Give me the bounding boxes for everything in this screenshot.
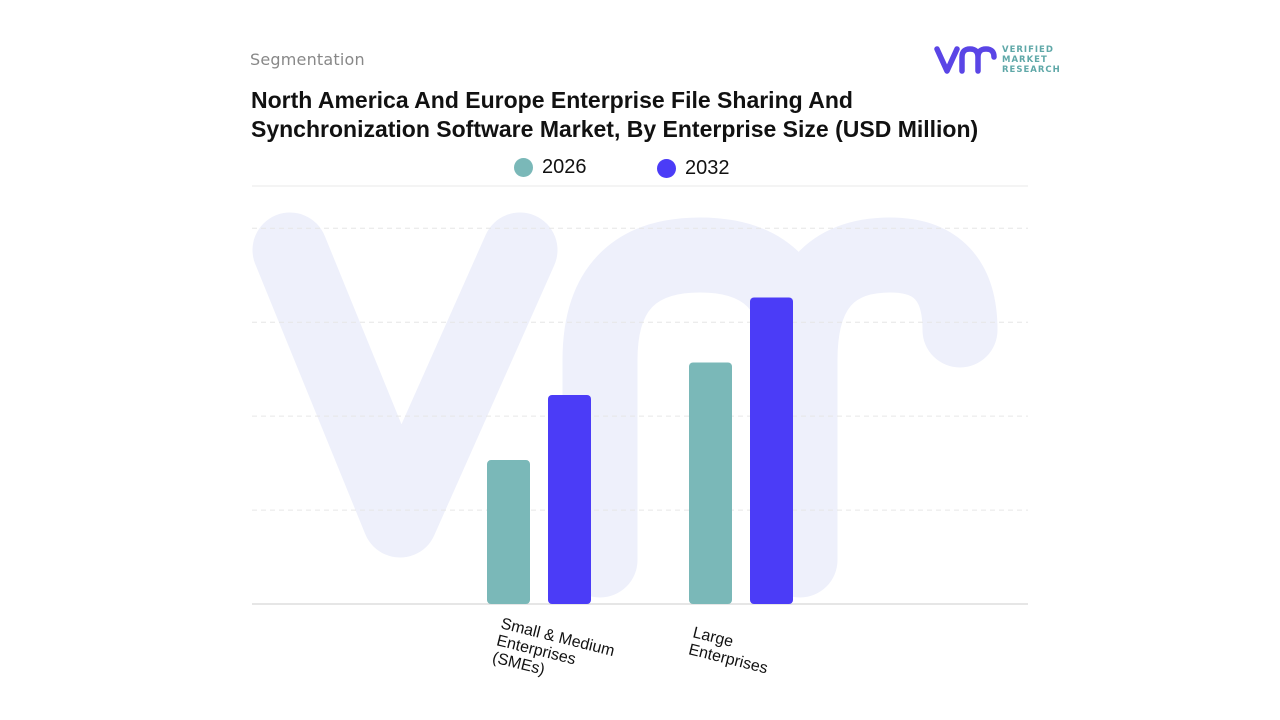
x-tick-label-1: Small & MediumEnterprises(SMEs): [491, 615, 617, 694]
chart-legend: 2026 2032: [0, 156, 1280, 182]
legend-swatch-2032: [657, 159, 676, 178]
legend-item-2026: 2026: [514, 156, 587, 179]
chart-bars: [487, 297, 793, 604]
legend-item-2032: 2032: [657, 157, 730, 180]
bar-2026-category-2: [689, 362, 732, 604]
legend-label-2026: 2026: [542, 156, 587, 179]
vmr-watermark: [290, 250, 960, 560]
x-tick-label-2: LargeEnterprises: [687, 624, 774, 677]
legend-label-2032: 2032: [685, 157, 730, 180]
bar-2026-category-1: [487, 460, 530, 604]
legend-swatch-2026: [514, 158, 533, 177]
x-axis-labels: Small & MediumEnterprises(SMEs) LargeEnte…: [491, 615, 774, 694]
bar-2032-category-1: [548, 395, 591, 604]
bar-2032-category-2: [750, 297, 793, 604]
